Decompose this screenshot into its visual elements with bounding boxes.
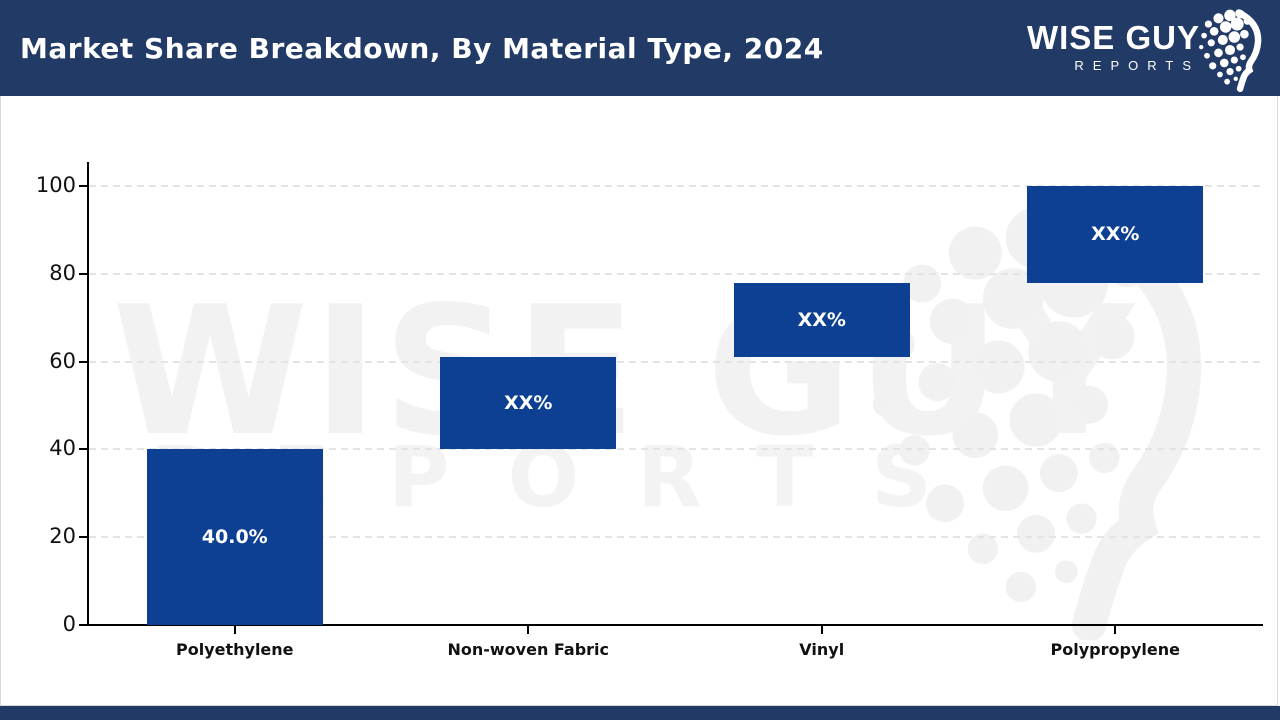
y-tick-0	[79, 624, 87, 626]
chart-title: Market Share Breakdown, By Material Type…	[20, 31, 824, 65]
y-tick-label-20: 20	[49, 524, 76, 549]
brand-logo-text: WISE GUY REPORTS	[1027, 20, 1200, 74]
y-tick-label-0: 0	[62, 612, 76, 636]
gridline-100	[89, 185, 1262, 187]
bar-value-label: XX%	[1091, 223, 1140, 246]
gridline-20	[89, 536, 1262, 539]
x-category-label: Non-woven Fabric	[447, 640, 610, 659]
x-tick-1	[527, 626, 530, 634]
watermark-dotted-head-icon	[846, 200, 1226, 644]
y-tick-label-40: 40	[49, 436, 76, 461]
x-category-label: Vinyl	[799, 640, 845, 659]
y-tick-label-100: 100	[35, 173, 76, 197]
bar-polyethylene: 40.0%	[146, 449, 323, 625]
x-category-label: Polyethylene	[175, 640, 294, 659]
y-tick-label-80: 80	[49, 260, 76, 285]
bar-polypropylene: XX%	[1027, 186, 1204, 283]
x-tick-2	[820, 626, 823, 634]
bar-non-woven-fabric: XX%	[440, 357, 617, 450]
y-tick-100	[79, 185, 87, 187]
brand-subname: REPORTS	[1074, 58, 1200, 73]
brand-name: WISE GUY	[1026, 19, 1200, 56]
y-tick-20	[79, 536, 87, 539]
gridline-80	[89, 272, 1262, 275]
bar-value-label: XX%	[504, 392, 553, 415]
gridline-40	[89, 448, 1262, 451]
dotted-head-icon	[1194, 8, 1266, 96]
bar-value-label: XX%	[797, 308, 846, 331]
bar-value-label: 40.0%	[201, 526, 268, 549]
bar-vinyl: XX%	[733, 282, 910, 358]
x-axis-line	[87, 624, 1263, 626]
y-tick-label-60: 60	[49, 348, 76, 373]
y-tick-80	[79, 272, 87, 275]
x-tick-0	[233, 626, 236, 634]
brand-logo: WISE GUY REPORTS	[1016, 6, 1266, 93]
x-tick-3	[1114, 626, 1117, 634]
footer-bar	[0, 706, 1280, 720]
y-tick-40	[79, 448, 87, 451]
y-axis-line	[87, 162, 89, 625]
gridline-60	[89, 360, 1262, 363]
header-bar: Market Share Breakdown, By Material Type…	[0, 0, 1280, 96]
y-tick-60	[79, 360, 87, 363]
x-category-label: Polypropylene	[1050, 640, 1180, 659]
